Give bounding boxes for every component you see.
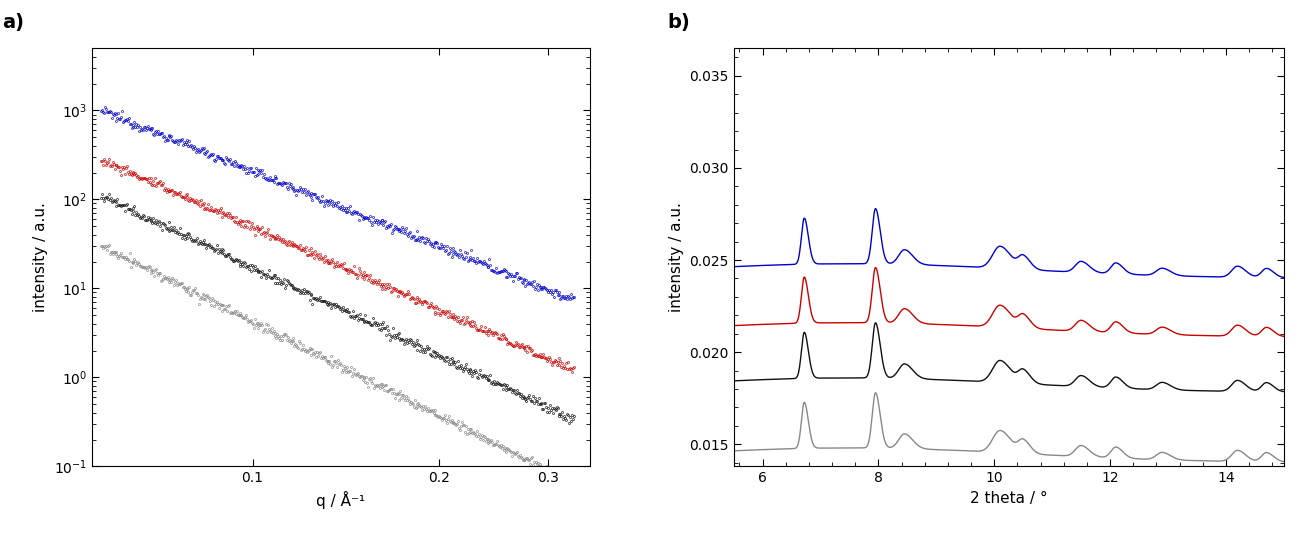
Y-axis label: intensity / a.u.: intensity / a.u. xyxy=(668,203,684,312)
Y-axis label: intensity / a.u.: intensity / a.u. xyxy=(33,203,48,312)
Text: a): a) xyxy=(3,12,24,32)
Text: b): b) xyxy=(668,12,690,32)
X-axis label: q / Å⁻¹: q / Å⁻¹ xyxy=(316,491,365,509)
X-axis label: 2 theta / °: 2 theta / ° xyxy=(969,491,1048,506)
